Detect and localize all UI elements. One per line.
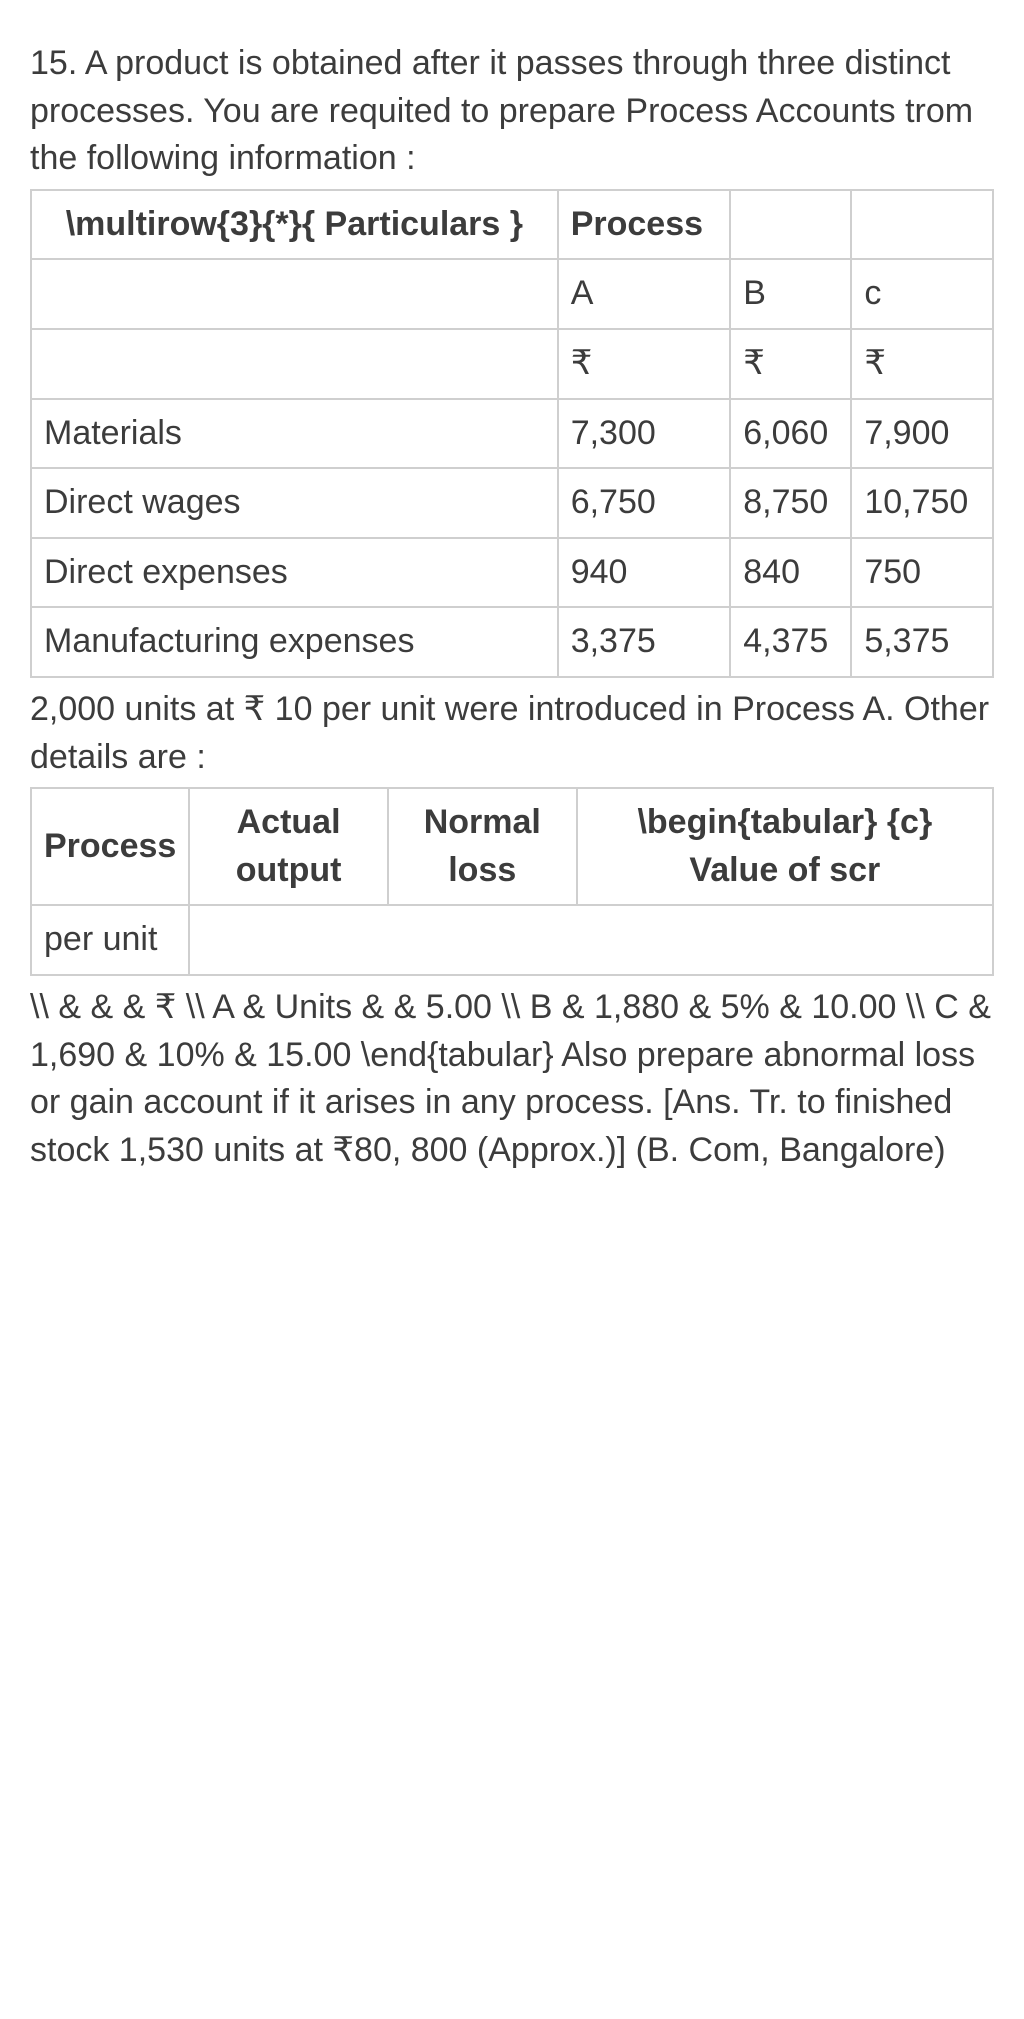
col-b: B [730, 259, 851, 329]
mid-text: 2,000 units at ₹ 10 per unit were introd… [30, 686, 994, 781]
t2-r1: per unit [31, 905, 189, 975]
currency-cell: ₹ [851, 329, 993, 399]
blank-cell [851, 190, 993, 260]
row-val: 750 [851, 538, 993, 608]
blank-cell [31, 329, 558, 399]
row-val: 840 [730, 538, 851, 608]
row-val: 6,750 [558, 468, 731, 538]
question-lead: 15. A product is obtained after it passe… [30, 40, 994, 183]
row-label: Direct wages [31, 468, 558, 538]
blank-cell [189, 905, 993, 975]
currency-cell: ₹ [558, 329, 731, 399]
row-val: 7,900 [851, 399, 993, 469]
row-val: 8,750 [730, 468, 851, 538]
output-loss-table: Process Actual output Normal loss \begin… [30, 787, 994, 976]
row-val: 10,750 [851, 468, 993, 538]
row-val: 5,375 [851, 607, 993, 677]
row-val: 6,060 [730, 399, 851, 469]
col-c: c [851, 259, 993, 329]
process-cost-table: \multirow{3}{*}{ Particulars } Process A… [30, 189, 994, 678]
row-val: 940 [558, 538, 731, 608]
tail-text: \\ & & & ₹ \\ A & Units & & 5.00 \\ B & … [30, 984, 994, 1174]
t2-h-value: \begin{tabular} {c} Value of scr [577, 788, 993, 905]
t2-h-process: Process [31, 788, 189, 905]
blank-cell [730, 190, 851, 260]
row-label: Materials [31, 399, 558, 469]
particulars-header: \multirow{3}{*}{ Particulars } [31, 190, 558, 260]
col-a: A [558, 259, 731, 329]
blank-cell [31, 259, 558, 329]
t2-h-normal: Normal loss [388, 788, 577, 905]
process-header: Process [558, 190, 731, 260]
t2-h-actual: Actual output [189, 788, 388, 905]
row-label: Manufacturing expenses [31, 607, 558, 677]
currency-cell: ₹ [730, 329, 851, 399]
row-label: Direct expenses [31, 538, 558, 608]
row-val: 7,300 [558, 399, 731, 469]
row-val: 3,375 [558, 607, 731, 677]
row-val: 4,375 [730, 607, 851, 677]
